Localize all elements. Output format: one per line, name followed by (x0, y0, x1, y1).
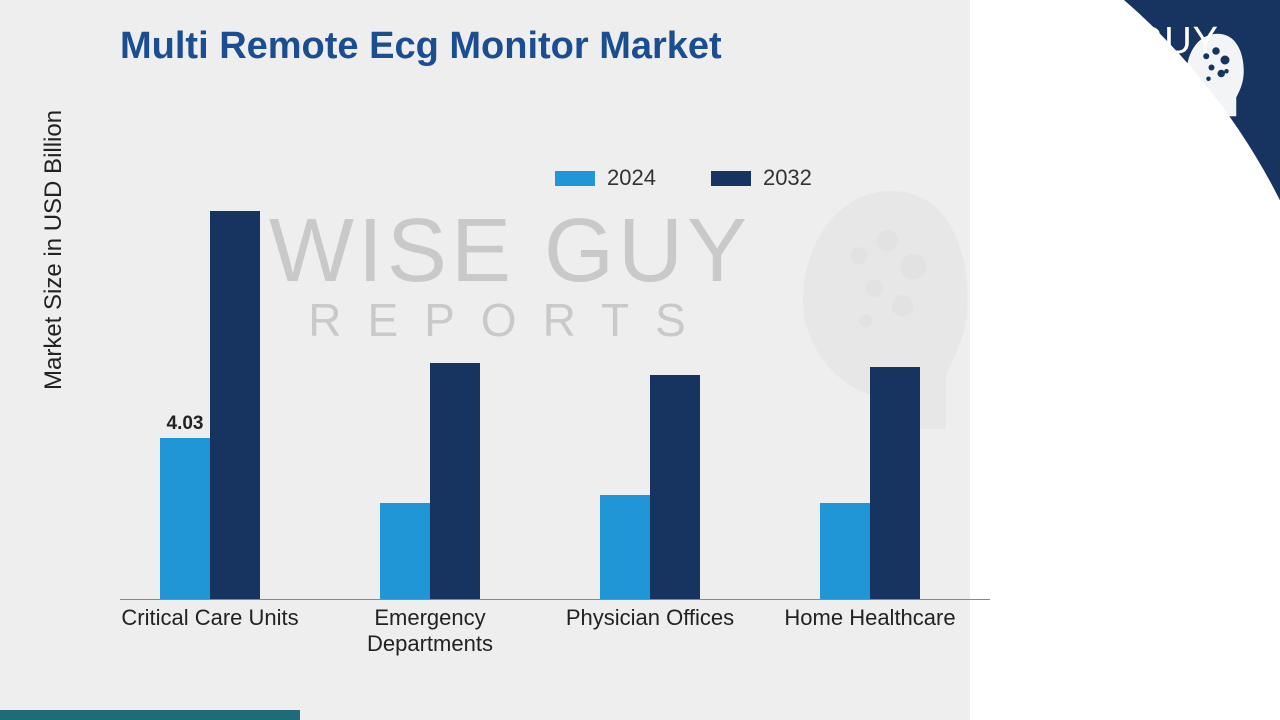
bar-2032 (650, 375, 700, 599)
chart-plot-area: 4.03Critical Care UnitsEmergency Departm… (120, 200, 990, 600)
bar-2024 (820, 503, 870, 599)
legend-swatch-2032 (711, 171, 751, 186)
category-label: Critical Care Units (120, 605, 300, 631)
bar-2024 (600, 495, 650, 599)
bar-2024 (160, 438, 210, 599)
bottom-accent-bar (0, 710, 300, 720)
y-axis-label: Market Size in USD Billion (40, 110, 68, 390)
category-label: Home Healthcare (780, 605, 960, 631)
brand-head-icon (1170, 30, 1250, 120)
category-label: Emergency Departments (340, 605, 520, 658)
x-axis-line (120, 599, 990, 600)
legend-label-2032: 2032 (763, 165, 812, 191)
legend: 2024 2032 (555, 165, 812, 191)
legend-swatch-2024 (555, 171, 595, 186)
chart-title: Multi Remote Ecg Monitor Market (120, 25, 722, 68)
bar-2024 (380, 503, 430, 599)
page: Multi Remote Ecg Monitor Market WISE GUY… (0, 0, 1280, 720)
legend-item-2032: 2032 (711, 165, 812, 191)
legend-label-2024: 2024 (607, 165, 656, 191)
brand-logo: WISE GUY REPORTS (985, 20, 1255, 77)
bar-2032 (870, 367, 920, 599)
bar-2032 (210, 211, 260, 599)
bar-2032 (430, 363, 480, 599)
legend-item-2024: 2024 (555, 165, 656, 191)
category-label: Physician Offices (560, 605, 740, 631)
